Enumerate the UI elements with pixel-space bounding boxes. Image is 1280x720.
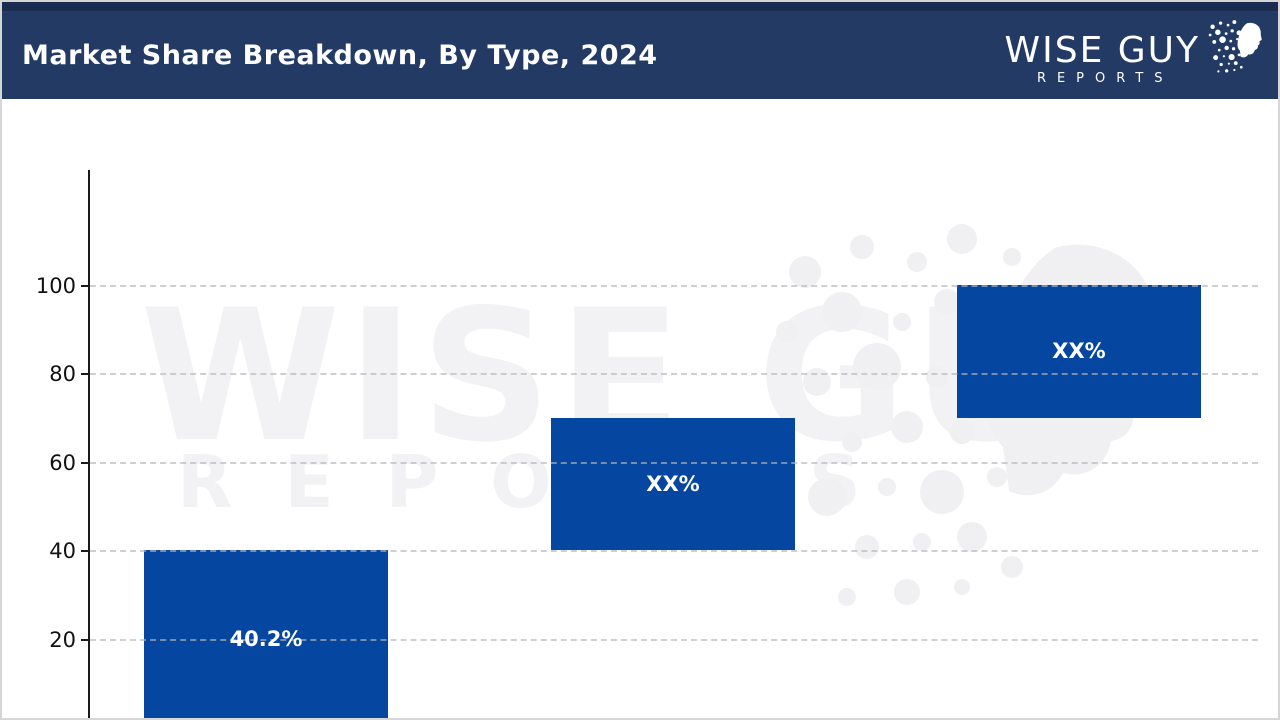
y-tick-mark xyxy=(81,285,89,287)
gridline-y100 xyxy=(90,285,1258,287)
gridline-y80 xyxy=(90,373,1258,376)
y-tick-mark xyxy=(81,550,89,553)
gridline-y60 xyxy=(90,461,1258,464)
y-tick-label: 100 xyxy=(35,274,76,298)
y-tick-label: 20 xyxy=(49,627,76,652)
y-tick-label: 80 xyxy=(49,362,76,387)
y-tick-mark xyxy=(81,638,89,641)
bar-value-label: XX% xyxy=(646,471,700,496)
y-tick-mark xyxy=(81,373,89,376)
y-tick-mark xyxy=(81,461,89,464)
page-title: Market Share Breakdown, By Type, 2024 xyxy=(22,39,658,71)
gridline-y40 xyxy=(90,550,1258,553)
bar-value-label: 40.2% xyxy=(229,626,303,651)
y-tick-label: 40 xyxy=(49,539,76,564)
chart-plot-area: 02040608010040.2%XX%XX%Single Stage Regu… xyxy=(2,99,1278,718)
bar-value-label: XX% xyxy=(1052,339,1106,364)
y-tick-label: 60 xyxy=(49,450,76,475)
bar-segment xyxy=(957,285,1201,418)
gridline-y20 xyxy=(90,638,1258,641)
bar-segment xyxy=(144,550,388,718)
logo-text: WISE GUY REPORTS xyxy=(1005,32,1201,86)
y-tick-label: 0 xyxy=(6,716,76,718)
logo-wiseguy-label: WISE GUY xyxy=(1004,30,1200,72)
wise-guy-reports-logo: WISE GUY REPORTS xyxy=(1005,17,1269,101)
bar-segment xyxy=(551,417,795,551)
logo-face-icon xyxy=(1208,20,1262,73)
y-axis-spine xyxy=(88,170,90,718)
header-bar: Market Share Breakdown, By Type, 2024 WI… xyxy=(2,2,1278,101)
logo-reports-label: REPORTS xyxy=(1036,70,1174,86)
watermark-face-dots-logo xyxy=(757,224,1162,606)
